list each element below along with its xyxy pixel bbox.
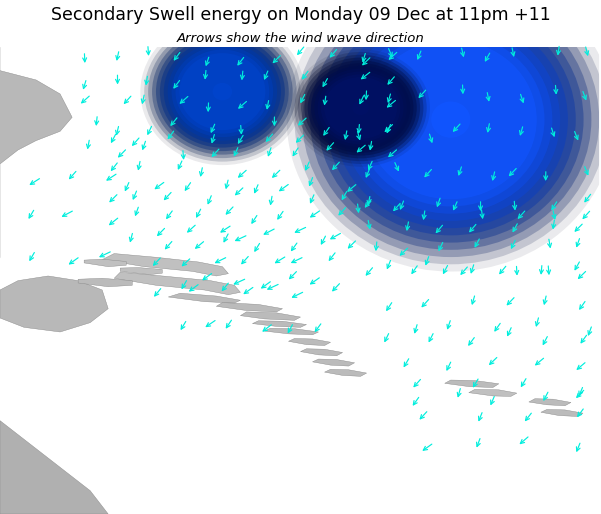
- Polygon shape: [445, 380, 499, 388]
- Ellipse shape: [294, 0, 601, 264]
- Ellipse shape: [294, 52, 427, 164]
- Polygon shape: [216, 303, 282, 312]
- Ellipse shape: [352, 101, 369, 115]
- Ellipse shape: [304, 60, 417, 156]
- Polygon shape: [0, 420, 108, 514]
- Ellipse shape: [357, 33, 545, 207]
- Ellipse shape: [349, 26, 552, 214]
- Polygon shape: [469, 390, 517, 396]
- Ellipse shape: [297, 55, 423, 161]
- Polygon shape: [0, 47, 72, 281]
- Polygon shape: [300, 349, 343, 356]
- Ellipse shape: [148, 25, 297, 158]
- Ellipse shape: [365, 40, 537, 199]
- Polygon shape: [313, 359, 355, 366]
- Ellipse shape: [144, 22, 300, 161]
- Ellipse shape: [326, 4, 576, 235]
- Ellipse shape: [334, 11, 568, 228]
- Ellipse shape: [325, 77, 397, 139]
- Ellipse shape: [152, 29, 293, 155]
- Text: Secondary Swell energy on Monday 09 Dec at 11pm +11: Secondary Swell energy on Monday 09 Dec …: [50, 6, 551, 24]
- Polygon shape: [102, 253, 228, 276]
- Ellipse shape: [172, 46, 273, 137]
- Polygon shape: [78, 278, 132, 287]
- Ellipse shape: [175, 50, 269, 134]
- Ellipse shape: [341, 19, 560, 221]
- Ellipse shape: [160, 35, 285, 148]
- Ellipse shape: [291, 49, 430, 167]
- Ellipse shape: [301, 58, 420, 158]
- Ellipse shape: [318, 0, 584, 243]
- Ellipse shape: [156, 32, 289, 151]
- Ellipse shape: [317, 71, 404, 144]
- Ellipse shape: [302, 0, 599, 257]
- Polygon shape: [120, 268, 162, 274]
- Polygon shape: [84, 259, 126, 267]
- Ellipse shape: [321, 75, 400, 141]
- Ellipse shape: [311, 66, 410, 150]
- Polygon shape: [529, 399, 571, 406]
- Ellipse shape: [213, 83, 232, 100]
- Ellipse shape: [180, 53, 266, 130]
- Polygon shape: [264, 328, 319, 335]
- Text: Arrows show the wind wave direction: Arrows show the wind wave direction: [177, 32, 424, 45]
- Ellipse shape: [310, 0, 591, 250]
- Ellipse shape: [308, 63, 413, 153]
- Ellipse shape: [314, 69, 407, 147]
- Polygon shape: [168, 293, 240, 303]
- Polygon shape: [325, 370, 367, 376]
- Ellipse shape: [432, 102, 471, 138]
- Polygon shape: [0, 276, 108, 332]
- Ellipse shape: [287, 0, 601, 271]
- Ellipse shape: [141, 18, 304, 165]
- Ellipse shape: [163, 39, 281, 144]
- Polygon shape: [240, 312, 300, 320]
- Polygon shape: [288, 339, 331, 345]
- Ellipse shape: [168, 43, 277, 141]
- Polygon shape: [114, 272, 240, 295]
- Polygon shape: [252, 321, 307, 327]
- Polygon shape: [541, 410, 583, 416]
